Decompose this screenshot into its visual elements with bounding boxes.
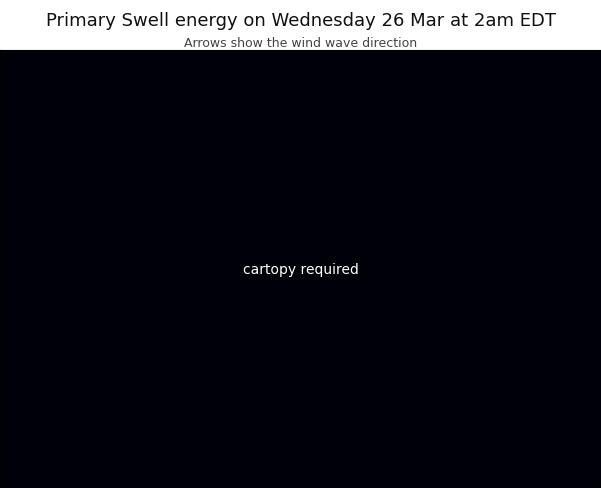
Text: Arrows show the wind wave direction: Arrows show the wind wave direction: [184, 37, 417, 50]
Text: Primary Swell energy on Wednesday 26 Mar at 2am EDT: Primary Swell energy on Wednesday 26 Mar…: [46, 12, 555, 30]
Text: cartopy required: cartopy required: [243, 263, 358, 277]
